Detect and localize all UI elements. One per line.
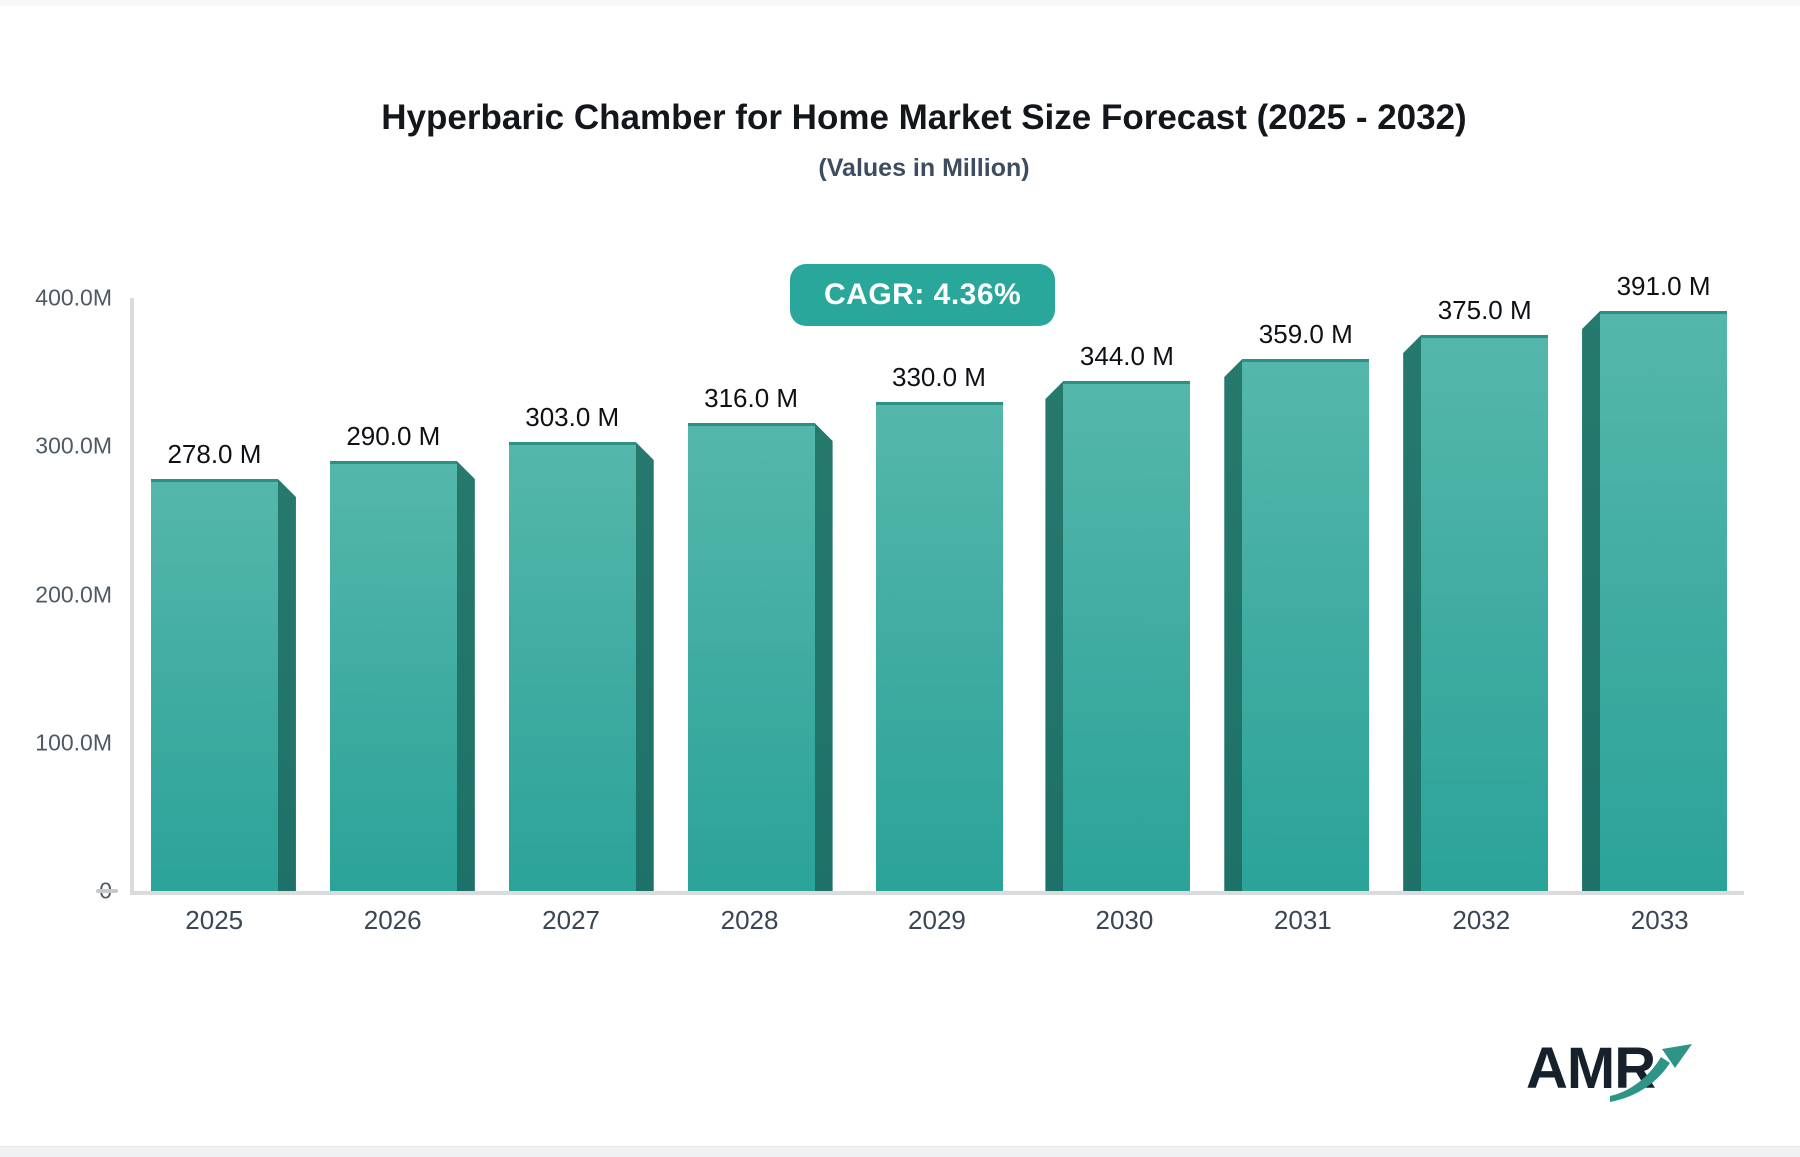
bar-2027: 303.0 M [508,402,654,891]
bar-face [1600,311,1728,891]
bar-2033: 391.0 M [1582,271,1728,891]
chart-title: Hyperbaric Chamber for Home Market Size … [381,98,1467,137]
amr-logo: AMR [1526,1038,1716,1114]
x-tick-2033: 2033 [1562,905,1740,936]
bar-slot: 359.0 M [1207,298,1386,891]
bar-slot: 290.0 M [313,298,492,891]
bar-face [1063,381,1191,891]
bar-side-panel [456,461,475,891]
x-tick-label: 2028 [720,905,779,935]
bar-slot: 391.0 M [1565,271,1744,891]
x-tick-2025: 2025 [134,905,312,936]
bar-side-panel [1045,381,1064,891]
plot-area: 278.0 M 290.0 M 303.0 M 316.0 M 330.0 M 344.0… [130,271,1744,895]
bar-2025: 278.0 M [150,439,296,891]
bar-2026: 290.0 M [329,421,475,891]
bar-side-panel [814,423,833,891]
page-bottom-strip [0,1146,1800,1157]
bar-value-label: 290.0 M [346,421,441,451]
x-tick-2027: 2027 [491,905,669,936]
x-tick-2030: 2030 [1026,905,1204,936]
x-tick-label: 2026 [363,905,422,935]
bar-face [508,442,636,891]
bar-face [150,479,278,891]
bar-face [329,461,457,891]
bar-value-label: 359.0 M [1258,319,1353,349]
x-tick-label: 2030 [1095,905,1154,935]
bar-value-label: 375.0 M [1437,295,1532,325]
bar-2028: 316.0 M [687,383,833,891]
x-tick-2029: 2029 [848,905,1026,936]
bar-face [1242,359,1370,891]
x-tick-label: 2032 [1452,905,1511,935]
bar-slot: 344.0 M [1028,298,1207,891]
bar-2029: 330.0 M [875,362,1003,891]
bar-value-label: 278.0 M [167,439,262,469]
y-tick-label: 100.0M [35,729,112,756]
bar-value-label: 316.0 M [704,383,799,413]
bar-slot: 303.0 M [492,298,671,891]
bar-side-panel [635,442,654,891]
bar-2031: 359.0 M [1224,319,1370,891]
x-tick-label: 2025 [185,905,244,935]
bar-slot: 278.0 M [134,298,313,891]
bar-slot: 330.0 M [850,298,1029,891]
bar-value-label: 344.0 M [1079,341,1174,371]
chart-card: Hyperbaric Chamber for Home Market Size … [0,6,1800,1146]
bar-2032: 375.0 M [1403,295,1549,891]
bar-face [687,423,815,891]
bar-2030: 344.0 M [1045,341,1191,891]
x-tick-2032: 2032 [1383,905,1561,936]
x-axis: 2025 2026 2027 2028 2029 2030 2031 2032 2033 [134,905,1740,936]
x-tick-2026: 2026 [312,905,490,936]
chart-subtitle: (Values in Million) [818,154,1030,182]
y-tick-label: 300.0M [35,432,112,459]
y-tick-label: 400.0M [35,284,112,311]
cagr-badge: CAGR: 4.36% [790,264,1056,326]
bar-slot: 375.0 M [1386,295,1565,891]
y-tick-label: 200.0M [35,581,112,607]
x-tick-label: 2033 [1630,905,1689,935]
growth-arrow-icon [1610,1044,1692,1102]
x-tick-2031: 2031 [1205,905,1383,936]
bar-series: 278.0 M 290.0 M 303.0 M 316.0 M 330.0 M 344.0… [134,271,1744,891]
bar-face [1421,335,1549,891]
bar-side-panel [1224,359,1243,891]
x-tick-2028: 2028 [669,905,847,936]
bar-value-label: 303.0 M [525,402,620,432]
bar-side-panel [1403,335,1422,891]
x-tick-label: 2027 [542,905,601,935]
bar-side-panel [1582,311,1601,891]
bar-side-panel [277,479,296,891]
zero-tick-mark [96,889,118,893]
bar-slot: 316.0 M [671,298,850,891]
bar-value-label: 391.0 M [1616,271,1711,301]
bar-value-label: 330.0 M [892,362,986,392]
x-tick-label: 2031 [1273,905,1332,935]
x-tick-label: 2029 [908,905,966,935]
bar-face [875,402,1003,891]
